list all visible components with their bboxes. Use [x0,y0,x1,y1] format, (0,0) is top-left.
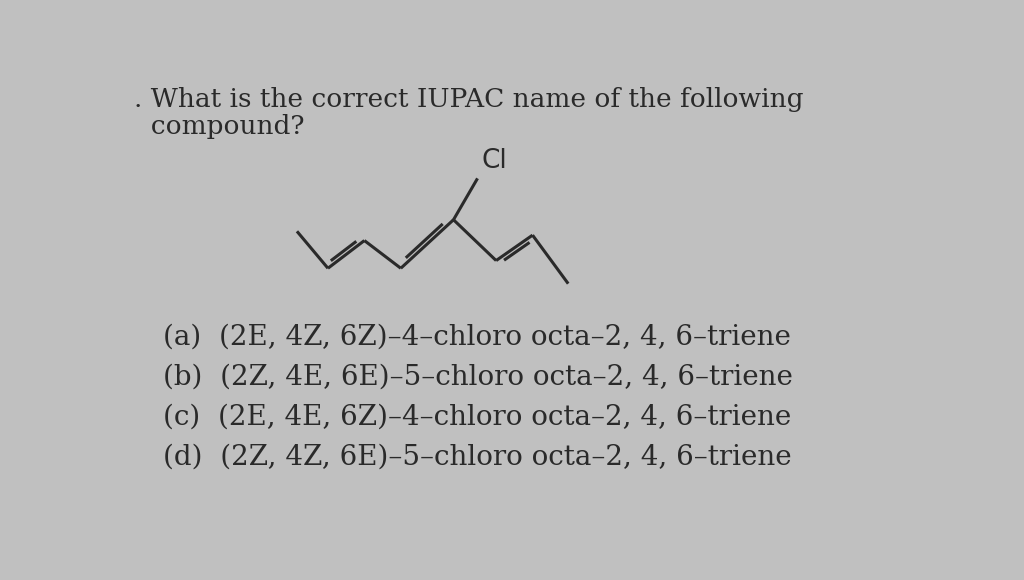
Text: (d)  (2Z, 4Z, 6E)–5–chloro octa–2, 4, 6–triene: (d) (2Z, 4Z, 6E)–5–chloro octa–2, 4, 6–t… [163,444,792,471]
Text: (b)  (2Z, 4E, 6E)–5–chloro octa–2, 4, 6–triene: (b) (2Z, 4E, 6E)–5–chloro octa–2, 4, 6–t… [163,364,793,391]
Text: . What is the correct IUPAC name of the following: . What is the correct IUPAC name of the … [134,86,804,111]
Text: Cl: Cl [481,147,507,173]
Text: (a)  (2E, 4Z, 6Z)–4–chloro octa–2, 4, 6–triene: (a) (2E, 4Z, 6Z)–4–chloro octa–2, 4, 6–t… [163,324,791,351]
Text: compound?: compound? [134,114,305,139]
Text: (c)  (2E, 4E, 6Z)–4–chloro octa–2, 4, 6–triene: (c) (2E, 4E, 6Z)–4–chloro octa–2, 4, 6–t… [163,404,792,431]
